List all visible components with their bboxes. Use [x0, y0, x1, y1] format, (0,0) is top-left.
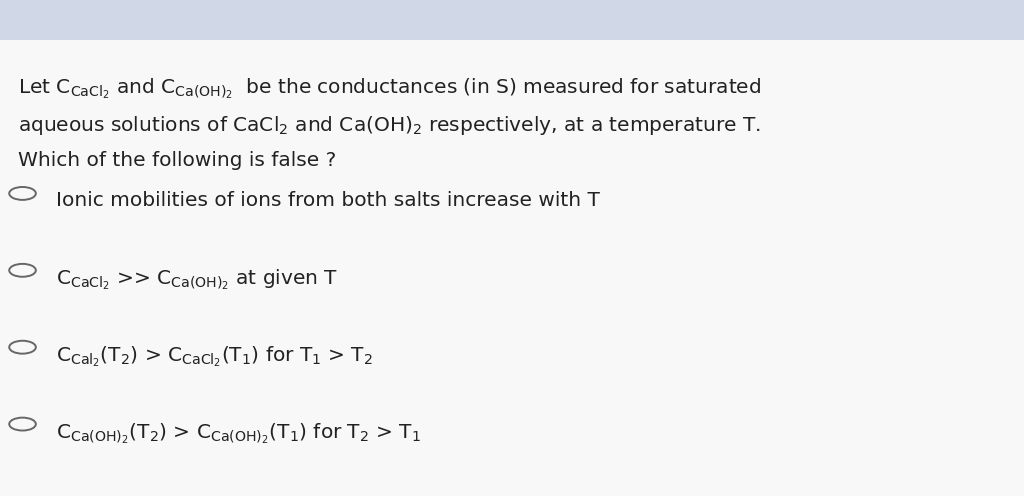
Bar [0, 0, 1024, 40]
Text: Ionic mobilities of ions from both salts increase with T: Ionic mobilities of ions from both salts… [56, 191, 600, 210]
Text: Which of the following is false ?: Which of the following is false ? [18, 151, 337, 170]
Text: C$_{\mathsf{Ca(OH)_2}}$(T$_2$) > C$_{\mathsf{Ca(OH)_2}}$(T$_1$) for T$_2$ > T$_1: C$_{\mathsf{Ca(OH)_2}}$(T$_2$) > C$_{\ma… [56, 422, 421, 446]
Text: C$_{\mathsf{Cal_2}}$(T$_2$) > C$_{\mathsf{CaCl_2}}$(T$_1$) for T$_1$ > T$_2$: C$_{\mathsf{Cal_2}}$(T$_2$) > C$_{\maths… [56, 345, 374, 370]
Text: aqueous solutions of CaCl$_2$ and Ca(OH)$_2$ respectively, at a temperature T.: aqueous solutions of CaCl$_2$ and Ca(OH)… [18, 114, 761, 137]
Text: C$_{\mathsf{CaCl_2}}$ >> C$_{\mathsf{Ca(OH)_2}}$ at given T: C$_{\mathsf{CaCl_2}}$ >> C$_{\mathsf{Ca(… [56, 268, 339, 293]
Text: Let C$_{\mathsf{CaCl_2}}$ and C$_{\mathsf{Ca(OH)_2}}$  be the conductances (in S: Let C$_{\mathsf{CaCl_2}}$ and C$_{\maths… [18, 77, 762, 102]
